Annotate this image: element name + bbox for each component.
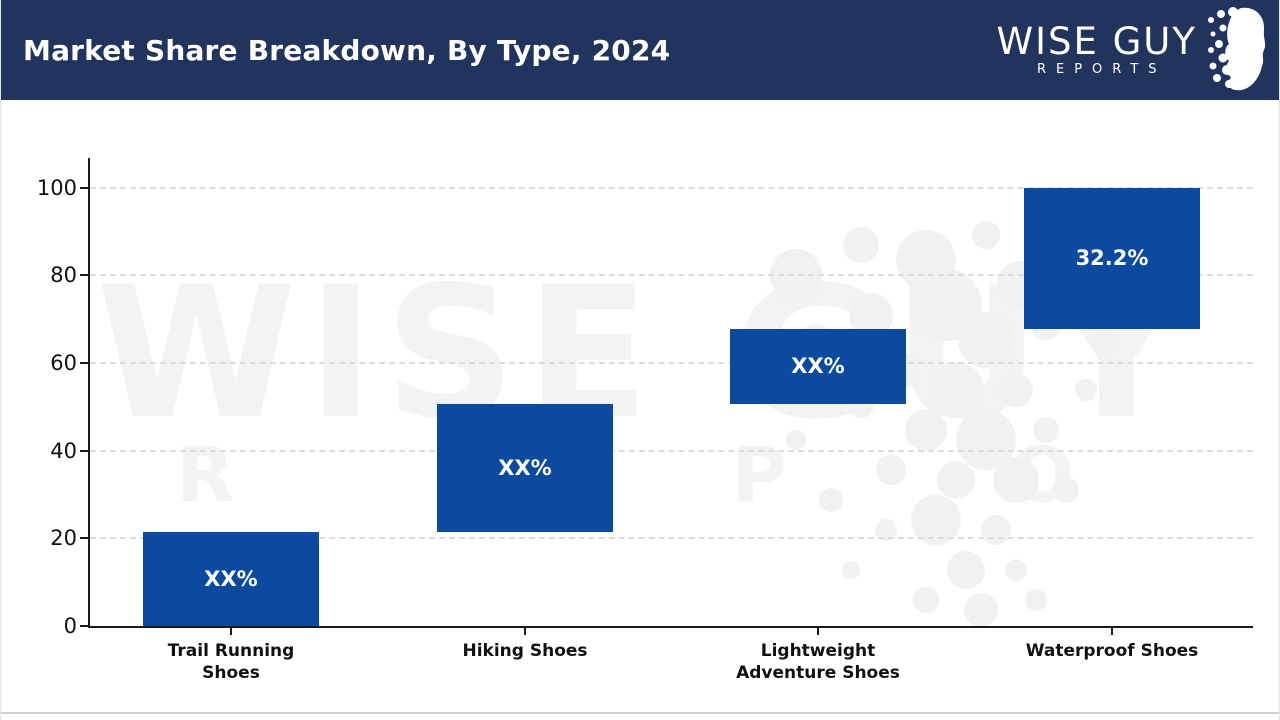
y-tick-label: 40 bbox=[50, 438, 77, 463]
brand-logo: WISE GUY REPORTS bbox=[997, 0, 1267, 100]
bar-value-label: XX% bbox=[791, 354, 845, 379]
x-category-label: Waterproof Shoes bbox=[972, 640, 1252, 662]
x-category-label-line: Hiking Shoes bbox=[462, 641, 588, 661]
y-tick-label: 60 bbox=[50, 350, 77, 375]
bar-segment: 32.2% bbox=[1024, 187, 1200, 329]
y-gridline bbox=[90, 274, 1253, 277]
x-category-label-line: Adventure Shoes bbox=[736, 663, 900, 683]
y-tick-mark bbox=[80, 186, 89, 189]
bar-value-label: XX% bbox=[498, 455, 552, 480]
y-tick-mark bbox=[80, 625, 89, 627]
y-tick-mark bbox=[80, 449, 89, 452]
watermark-text-line2: R E P O R T S bbox=[176, 430, 1279, 519]
x-tick-mark bbox=[817, 627, 819, 635]
header-bar: Market Share Breakdown, By Type, 2024 WI… bbox=[1, 0, 1279, 100]
x-tick-mark bbox=[524, 627, 526, 635]
x-category-label-line: Trail Running bbox=[167, 641, 295, 661]
x-tick-mark bbox=[230, 627, 232, 635]
bottom-divider bbox=[1, 712, 1279, 714]
brand-wordmark-line2: REPORTS bbox=[1036, 62, 1167, 77]
face-profile-icon bbox=[1208, 7, 1266, 91]
watermark-face-dots bbox=[770, 221, 1119, 627]
brand-wordmark-line1: WISE GUY bbox=[996, 20, 1197, 63]
x-axis-line bbox=[88, 626, 1253, 628]
x-category-label-line: Waterproof Shoes bbox=[1025, 641, 1199, 661]
y-tick-mark bbox=[80, 361, 89, 364]
y-gridline bbox=[90, 361, 1253, 364]
x-tick-mark bbox=[1111, 627, 1113, 635]
x-category-label: Trail Running Shoes bbox=[91, 640, 371, 684]
x-category-label-line: Shoes bbox=[202, 663, 260, 683]
y-axis-line bbox=[88, 158, 90, 628]
y-tick-mark bbox=[80, 274, 89, 277]
x-category-label-line: Lightweight bbox=[760, 641, 876, 661]
y-tick-mark bbox=[80, 537, 89, 540]
y-tick-label: 100 bbox=[36, 175, 77, 200]
bar-segment: XX% bbox=[730, 328, 906, 404]
y-tick-label: 0 bbox=[63, 614, 77, 638]
y-tick-label: 80 bbox=[50, 263, 77, 288]
bar-segment: XX% bbox=[143, 531, 319, 626]
x-category-label: Hiking Shoes bbox=[385, 640, 665, 662]
y-gridline bbox=[90, 537, 1253, 540]
y-gridline bbox=[90, 449, 1253, 452]
brand-wordmark: WISE GUY REPORTS bbox=[996, 20, 1197, 78]
y-tick-label: 20 bbox=[50, 526, 77, 551]
bar-value-label: XX% bbox=[204, 566, 258, 591]
bar-segment: XX% bbox=[437, 403, 613, 532]
y-gridline bbox=[90, 186, 1253, 189]
x-category-label: Lightweight Adventure Shoes bbox=[678, 640, 958, 684]
bar-value-label: 32.2% bbox=[1075, 246, 1149, 271]
page-title: Market Share Breakdown, By Type, 2024 bbox=[23, 33, 671, 67]
